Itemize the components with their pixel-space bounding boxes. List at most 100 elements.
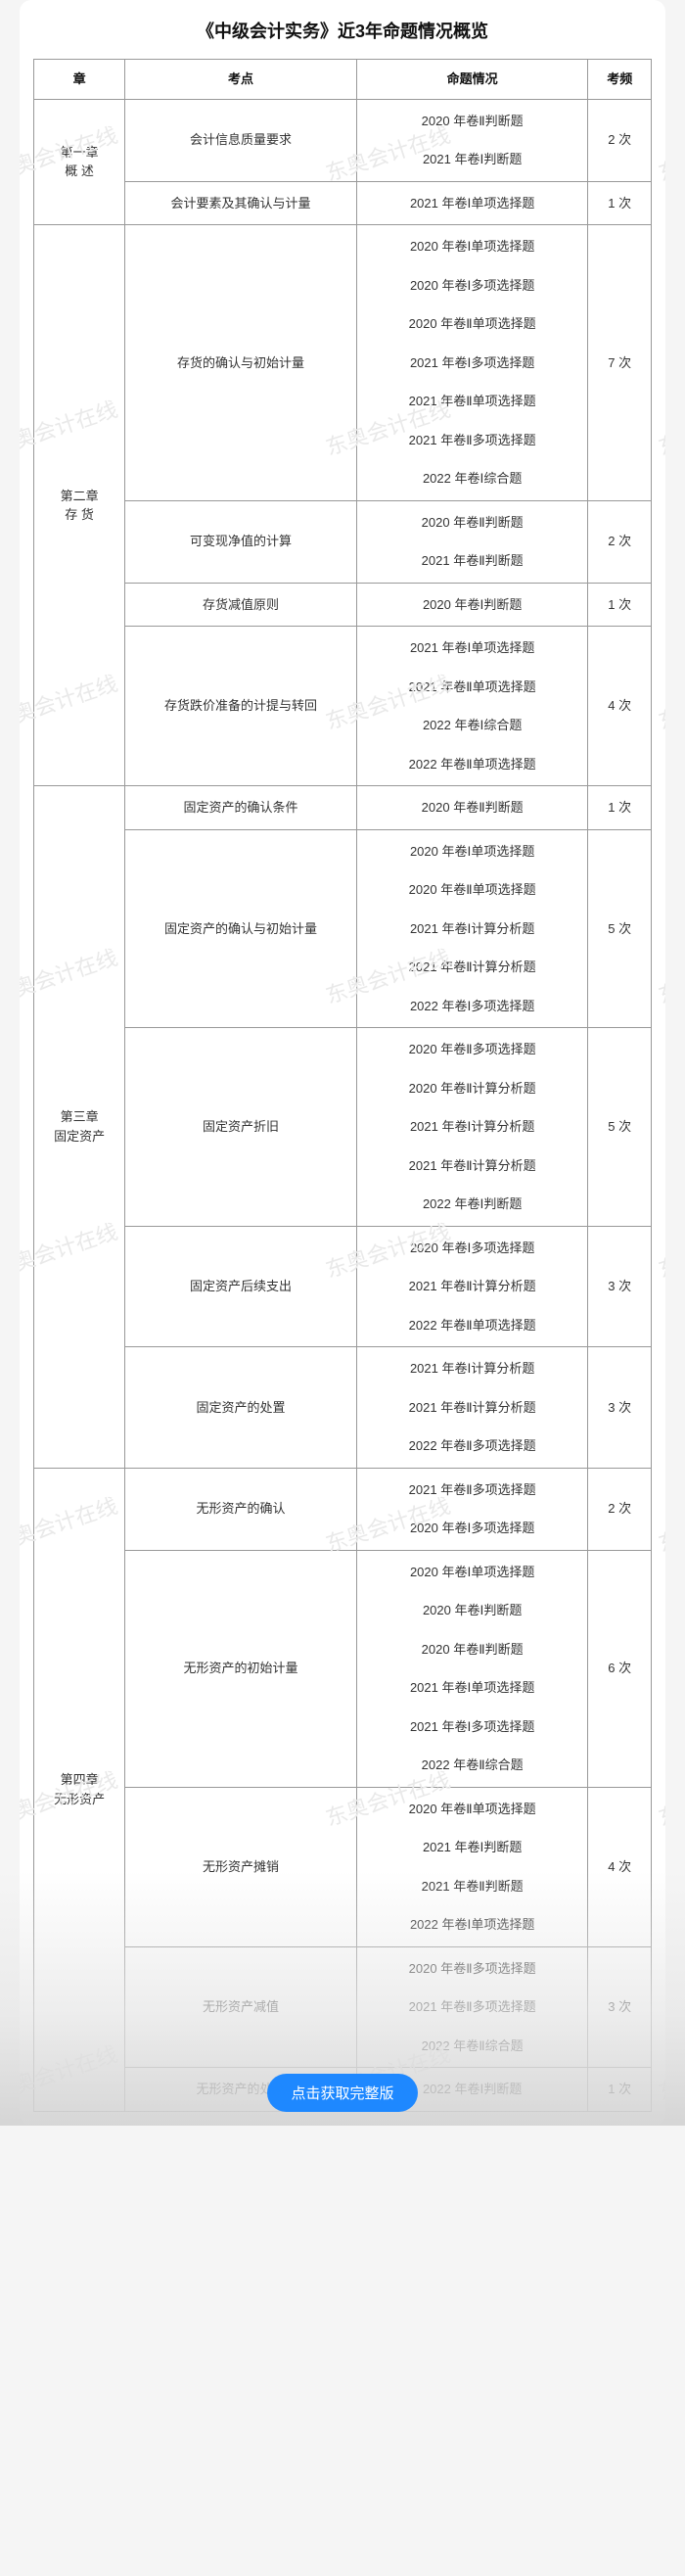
freq-cell: 2 次	[588, 500, 652, 583]
topic-cell: 存货减值原则	[125, 583, 357, 627]
table-row: 固定资产折旧2020 年卷Ⅱ多项选择题2020 年卷Ⅱ计算分析题2021 年卷Ⅰ…	[34, 1028, 652, 1227]
detail-line: 2021 年卷Ⅱ计算分析题	[363, 1267, 582, 1306]
table-row: 第四章无形资产无形资产的确认2021 年卷Ⅱ多项选择题2020 年卷Ⅰ多项选择题…	[34, 1468, 652, 1550]
details-cell: 2020 年卷Ⅱ多项选择题2020 年卷Ⅱ计算分析题2021 年卷Ⅰ计算分析题2…	[356, 1028, 588, 1227]
detail-line: 2022 年卷Ⅰ综合题	[363, 459, 582, 491]
col-details: 命题情况	[356, 60, 588, 100]
watermark: 东奥会计在线	[654, 666, 665, 735]
detail-line: 2021 年卷Ⅱ多项选择题	[363, 1478, 582, 1510]
detail-line: 2020 年卷Ⅱ单项选择题	[363, 304, 582, 344]
get-full-version-button[interactable]: 点击获取完整版	[267, 2074, 417, 2112]
detail-line: 2020 年卷Ⅰ多项选择题	[363, 1509, 582, 1540]
freq-cell: 3 次	[588, 1226, 652, 1347]
freq-cell: 2 次	[588, 1468, 652, 1550]
topic-cell: 固定资产后续支出	[125, 1226, 357, 1347]
topic-cell: 存货的确认与初始计量	[125, 225, 357, 501]
table-row: 第一章概 述会计信息质量要求2020 年卷Ⅱ判断题2021 年卷Ⅰ判断题2 次	[34, 99, 652, 181]
chapter-cell: 第四章无形资产	[34, 1468, 125, 2111]
details-cell: 2020 年卷Ⅰ判断题	[356, 583, 588, 627]
detail-line: 2020 年卷Ⅱ单项选择题	[363, 870, 582, 910]
detail-line: 2021 年卷Ⅱ计算分析题	[363, 948, 582, 987]
details-cell: 2020 年卷Ⅰ单项选择题2020 年卷Ⅰ判断题2020 年卷Ⅱ判断题2021 …	[356, 1550, 588, 1787]
details-cell: 2020 年卷Ⅰ单项选择题2020 年卷Ⅰ多项选择题2020 年卷Ⅱ单项选择题2…	[356, 225, 588, 501]
detail-line: 2020 年卷Ⅱ判断题	[363, 796, 582, 820]
detail-line: 2021 年卷Ⅱ计算分析题	[363, 1388, 582, 1428]
detail-line: 2022 年卷Ⅱ单项选择题	[363, 1306, 582, 1337]
freq-cell: 1 次	[588, 583, 652, 627]
watermark: 东奥会计在线	[654, 117, 665, 187]
details-cell: 2020 年卷Ⅱ多项选择题2021 年卷Ⅱ多项选择题2022 年卷Ⅱ综合题	[356, 1946, 588, 2068]
table-row: 第二章存 货存货的确认与初始计量2020 年卷Ⅰ单项选择题2020 年卷Ⅰ多项选…	[34, 225, 652, 501]
details-cell: 2020 年卷Ⅱ判断题2021 年卷Ⅱ判断题	[356, 500, 588, 583]
detail-line: 2021 年卷Ⅱ计算分析题	[363, 1147, 582, 1186]
table-row: 第三章固定资产固定资产的确认条件2020 年卷Ⅱ判断题1 次	[34, 786, 652, 830]
table-row: 固定资产的确认与初始计量2020 年卷Ⅰ单项选择题2020 年卷Ⅱ单项选择题20…	[34, 829, 652, 1028]
col-chapter: 章	[34, 60, 125, 100]
details-cell: 2020 年卷Ⅱ单项选择题2021 年卷Ⅰ判断题2021 年卷Ⅱ判断题2022 …	[356, 1787, 588, 1946]
detail-line: 2021 年卷Ⅰ判断题	[363, 1828, 582, 1867]
topic-cell: 无形资产的确认	[125, 1468, 357, 1550]
table-row: 无形资产减值2020 年卷Ⅱ多项选择题2021 年卷Ⅱ多项选择题2022 年卷Ⅱ…	[34, 1946, 652, 2068]
details-cell: 2020 年卷Ⅰ多项选择题2021 年卷Ⅱ计算分析题2022 年卷Ⅱ单项选择题	[356, 1226, 588, 1347]
details-cell: 2021 年卷Ⅰ计算分析题2021 年卷Ⅱ计算分析题2022 年卷Ⅱ多项选择题	[356, 1347, 588, 1469]
detail-line: 2020 年卷Ⅱ多项选择题	[363, 1038, 582, 1069]
chapter-cell: 第一章概 述	[34, 99, 125, 225]
detail-line: 2021 年卷Ⅰ单项选择题	[363, 192, 582, 215]
table-header-row: 章 考点 命题情况 考频	[34, 60, 652, 100]
table-row: 固定资产的处置2021 年卷Ⅰ计算分析题2021 年卷Ⅱ计算分析题2022 年卷…	[34, 1347, 652, 1469]
detail-line: 2021 年卷Ⅱ单项选择题	[363, 382, 582, 421]
freq-cell: 5 次	[588, 1028, 652, 1227]
freq-cell: 4 次	[588, 627, 652, 786]
table-row: 无形资产的初始计量2020 年卷Ⅰ单项选择题2020 年卷Ⅰ判断题2020 年卷…	[34, 1550, 652, 1787]
topic-cell: 可变现净值的计算	[125, 500, 357, 583]
detail-line: 2021 年卷Ⅰ多项选择题	[363, 344, 582, 383]
detail-line: 2021 年卷Ⅰ计算分析题	[363, 1107, 582, 1147]
topic-cell: 固定资产的确认与初始计量	[125, 829, 357, 1028]
topic-cell: 无形资产摊销	[125, 1787, 357, 1946]
topic-cell: 存货跌价准备的计提与转回	[125, 627, 357, 786]
details-cell: 2020 年卷Ⅱ判断题2021 年卷Ⅰ判断题	[356, 99, 588, 181]
topic-cell: 无形资产的初始计量	[125, 1550, 357, 1787]
details-cell: 2021 年卷Ⅱ多项选择题2020 年卷Ⅰ多项选择题	[356, 1468, 588, 1550]
table-row: 可变现净值的计算2020 年卷Ⅱ判断题2021 年卷Ⅱ判断题2 次	[34, 500, 652, 583]
detail-line: 2021 年卷Ⅱ判断题	[363, 1867, 582, 1906]
table-row: 会计要素及其确认与计量 2021 年卷Ⅰ单项选择题 1 次	[34, 181, 652, 225]
detail-line: 2022 年卷Ⅱ综合题	[363, 2027, 582, 2058]
detail-line: 2020 年卷Ⅰ判断题	[363, 1591, 582, 1630]
detail-line: 2021 年卷Ⅰ判断题	[363, 140, 582, 171]
topic-cell: 固定资产的确认条件	[125, 786, 357, 830]
detail-line: 2020 年卷Ⅱ判断题	[363, 110, 582, 141]
watermark: 东奥会计在线	[654, 940, 665, 1009]
chapter-cell: 第三章固定资产	[34, 786, 125, 1469]
detail-line: 2021 年卷Ⅰ多项选择题	[363, 1708, 582, 1747]
detail-line: 2021 年卷Ⅰ计算分析题	[363, 1357, 582, 1388]
detail-line: 2020 年卷Ⅰ单项选择题	[363, 235, 582, 266]
watermark: 东奥会计在线	[654, 1214, 665, 1284]
freq-cell: 3 次	[588, 1347, 652, 1469]
detail-line: 2021 年卷Ⅱ多项选择题	[363, 1988, 582, 2027]
detail-line: 2022 年卷Ⅰ综合题	[363, 706, 582, 745]
detail-line: 2021 年卷Ⅱ判断题	[363, 541, 582, 573]
watermark: 东奥会计在线	[654, 1488, 665, 1558]
detail-line: 2022 年卷Ⅰ单项选择题	[363, 1905, 582, 1937]
detail-line: 2022 年卷Ⅱ单项选择题	[363, 745, 582, 776]
table-row: 无形资产摊销2020 年卷Ⅱ单项选择题2021 年卷Ⅰ判断题2021 年卷Ⅱ判断…	[34, 1787, 652, 1946]
topic-cell: 固定资产折旧	[125, 1028, 357, 1227]
detail-line: 2020 年卷Ⅱ判断题	[363, 1630, 582, 1669]
freq-cell: 1 次	[588, 181, 652, 225]
detail-line: 2021 年卷Ⅰ单项选择题	[363, 1668, 582, 1708]
details-cell: 2021 年卷Ⅰ单项选择题	[356, 181, 588, 225]
document-card: 《中级会计实务》近3年命题情况概览 章 考点 命题情况 考频 第一章概 述会计信…	[20, 0, 665, 2126]
col-topic: 考点	[125, 60, 357, 100]
freq-cell: 2 次	[588, 99, 652, 181]
details-cell: 2020 年卷Ⅱ判断题	[356, 786, 588, 830]
detail-line: 2020 年卷Ⅰ多项选择题	[363, 1237, 582, 1268]
table-row: 存货减值原则2020 年卷Ⅰ判断题1 次	[34, 583, 652, 627]
col-freq: 考频	[588, 60, 652, 100]
detail-line: 2021 年卷Ⅱ单项选择题	[363, 668, 582, 707]
chapter-cell: 第二章存 货	[34, 225, 125, 786]
topic-cell: 会计要素及其确认与计量	[125, 181, 357, 225]
detail-line: 2020 年卷Ⅱ单项选择题	[363, 1798, 582, 1829]
table-row: 存货跌价准备的计提与转回2021 年卷Ⅰ单项选择题2021 年卷Ⅱ单项选择题20…	[34, 627, 652, 786]
topic-cell: 固定资产的处置	[125, 1347, 357, 1469]
